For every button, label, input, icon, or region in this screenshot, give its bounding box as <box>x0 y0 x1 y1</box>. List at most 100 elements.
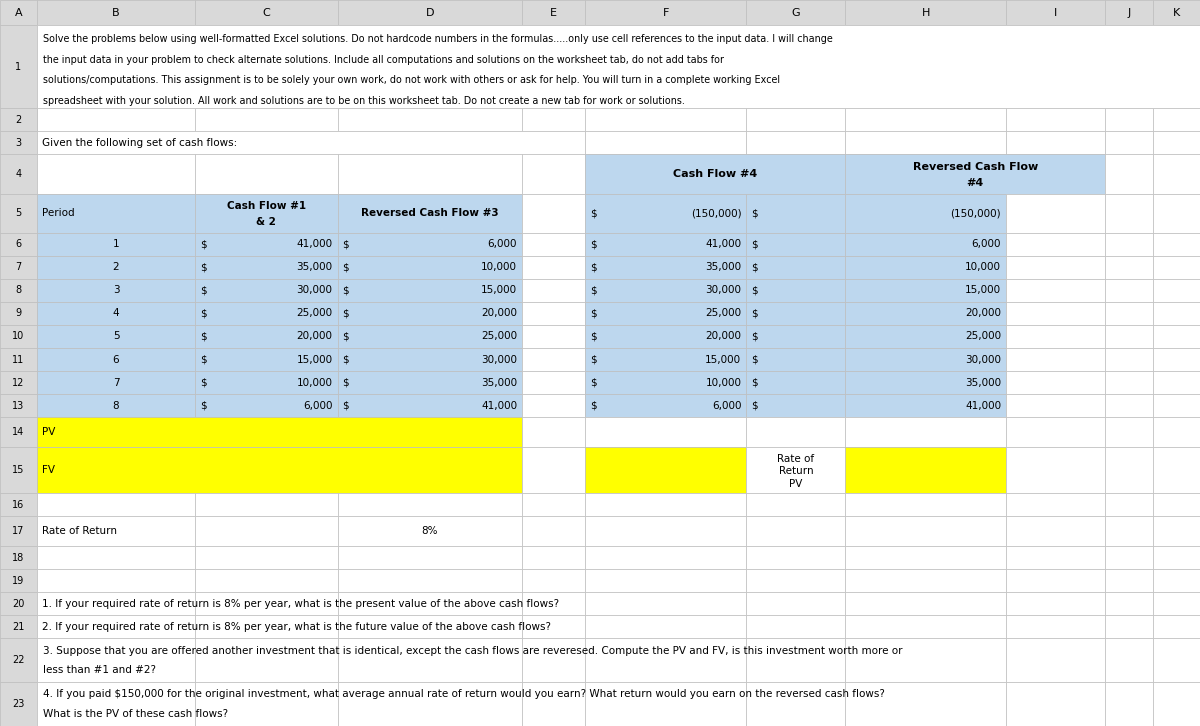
Bar <box>845 516 1006 546</box>
Bar <box>522 279 586 302</box>
Text: $: $ <box>751 401 758 411</box>
Bar <box>1006 616 1105 638</box>
Bar <box>37 131 586 155</box>
Bar <box>196 0 337 25</box>
Text: $: $ <box>342 285 349 295</box>
Bar <box>337 325 522 348</box>
Bar <box>586 0 746 25</box>
Bar <box>196 592 337 616</box>
Bar <box>746 394 845 417</box>
Text: (150,000): (150,000) <box>950 208 1001 219</box>
Bar <box>845 0 1006 25</box>
Bar <box>1006 0 1105 25</box>
Bar <box>746 546 845 569</box>
Bar <box>522 325 586 348</box>
Bar <box>0 682 37 726</box>
Bar <box>0 371 37 394</box>
Bar <box>1006 325 1105 348</box>
Bar <box>522 25 586 108</box>
Bar <box>0 25 37 108</box>
Bar <box>522 592 586 616</box>
Bar <box>746 516 845 546</box>
Text: $: $ <box>200 262 206 272</box>
Bar <box>1105 394 1152 417</box>
Bar <box>337 155 522 194</box>
Bar <box>845 131 1006 155</box>
Bar <box>1152 348 1200 371</box>
Bar <box>0 493 37 516</box>
Bar <box>1105 516 1152 546</box>
Bar <box>845 0 1006 25</box>
Bar <box>522 348 586 371</box>
Bar <box>1006 394 1105 417</box>
Bar <box>1006 546 1105 569</box>
Text: 4: 4 <box>16 169 22 179</box>
Text: $: $ <box>751 309 758 319</box>
Bar <box>37 638 196 682</box>
Bar <box>37 447 196 493</box>
Bar <box>0 371 37 394</box>
Text: 10,000: 10,000 <box>296 378 332 388</box>
Bar <box>746 592 845 616</box>
Bar <box>196 233 337 256</box>
Bar <box>1105 493 1152 516</box>
Text: 15,000: 15,000 <box>706 354 742 364</box>
Text: 35,000: 35,000 <box>706 262 742 272</box>
Bar <box>37 108 196 131</box>
Bar <box>0 302 37 325</box>
Text: 4: 4 <box>113 309 119 319</box>
Bar <box>845 233 1006 256</box>
Bar <box>1105 194 1152 233</box>
Bar <box>1006 302 1105 325</box>
Text: 20,000: 20,000 <box>481 309 517 319</box>
Bar <box>586 194 746 233</box>
Bar <box>337 546 522 569</box>
Bar <box>337 279 522 302</box>
Bar <box>1006 493 1105 516</box>
Bar <box>337 0 522 25</box>
Bar <box>586 25 746 108</box>
Bar <box>37 302 196 325</box>
Text: $: $ <box>590 240 598 249</box>
Bar <box>845 638 1006 682</box>
Text: 3. Suppose that you are offered another investment that is identical, except the: 3. Suppose that you are offered another … <box>43 645 902 656</box>
Bar <box>746 325 845 348</box>
Text: $: $ <box>200 378 206 388</box>
Text: 15,000: 15,000 <box>965 285 1001 295</box>
Bar <box>586 108 746 131</box>
Bar <box>522 371 586 394</box>
Bar <box>1105 325 1152 348</box>
Text: 6,000: 6,000 <box>712 401 742 411</box>
Bar <box>196 371 337 394</box>
Bar <box>1105 417 1152 447</box>
Bar <box>0 546 37 569</box>
Bar <box>845 638 1006 682</box>
Bar <box>0 516 37 546</box>
Bar <box>1152 569 1200 592</box>
Text: 20,000: 20,000 <box>706 332 742 341</box>
Bar <box>1006 108 1105 131</box>
Text: Cash Flow #4: Cash Flow #4 <box>673 169 757 179</box>
Bar <box>522 394 586 417</box>
Bar <box>1152 516 1200 546</box>
Bar <box>1152 592 1200 616</box>
Bar <box>0 256 37 279</box>
Text: 6,000: 6,000 <box>304 401 332 411</box>
Bar <box>1152 371 1200 394</box>
Bar <box>0 616 37 638</box>
Bar <box>37 131 196 155</box>
Bar <box>0 256 37 279</box>
Bar <box>1006 279 1105 302</box>
Bar <box>1006 371 1105 394</box>
Bar <box>522 638 586 682</box>
Text: $: $ <box>342 332 349 341</box>
Text: K: K <box>1172 8 1180 17</box>
Bar <box>845 155 1105 194</box>
Bar <box>746 417 845 447</box>
Bar <box>746 256 845 279</box>
Bar <box>746 279 845 302</box>
Bar <box>337 233 522 256</box>
Bar <box>1152 325 1200 348</box>
Bar <box>1152 302 1200 325</box>
Bar <box>1152 108 1200 131</box>
